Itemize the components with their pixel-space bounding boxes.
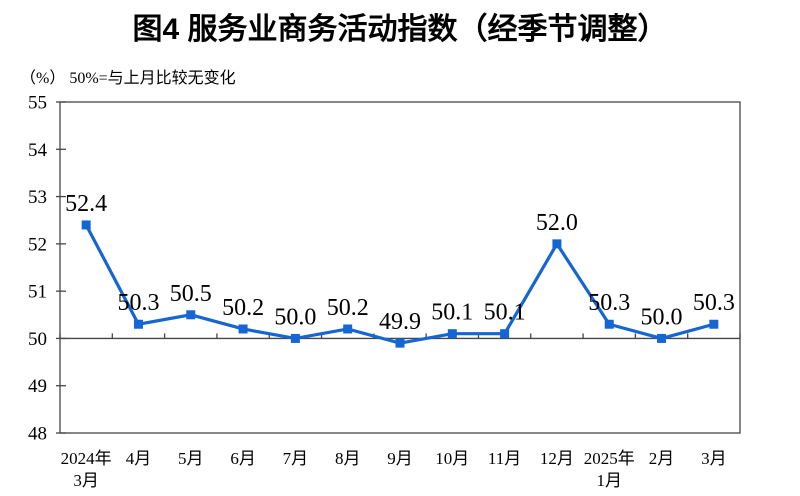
data-point-marker bbox=[604, 319, 614, 329]
data-point-label: 50.2 bbox=[222, 295, 264, 321]
x-axis-label: 1月 bbox=[596, 471, 622, 490]
data-point-marker bbox=[343, 324, 353, 334]
y-axis-label: 50 bbox=[28, 329, 47, 350]
x-axis-label: 2月 bbox=[649, 449, 675, 468]
data-point-marker bbox=[709, 319, 719, 329]
data-point-marker bbox=[552, 239, 562, 249]
data-point-marker bbox=[500, 329, 510, 339]
x-axis-label: 12月 bbox=[540, 449, 574, 468]
data-point-label: 50.1 bbox=[484, 300, 526, 326]
data-point-label: 50.3 bbox=[588, 290, 630, 316]
data-point-label: 50.3 bbox=[693, 290, 735, 316]
x-axis-label: 11月 bbox=[488, 449, 521, 468]
x-axis-label: 8月 bbox=[335, 449, 361, 468]
y-axis-label: 48 bbox=[28, 424, 47, 445]
data-point-label: 49.9 bbox=[379, 309, 421, 335]
data-point-marker bbox=[133, 319, 143, 329]
data-point-marker bbox=[657, 333, 667, 343]
chart-title: 图4 服务业商务活动指数（经季节调整） bbox=[132, 13, 668, 46]
data-point-label: 52.4 bbox=[65, 191, 107, 217]
data-point-marker bbox=[238, 324, 248, 334]
data-point-label: 50.3 bbox=[117, 290, 159, 316]
data-point-label: 50.0 bbox=[274, 304, 316, 330]
y-axis-label: 54 bbox=[28, 140, 48, 161]
x-axis-label: 5月 bbox=[178, 449, 204, 468]
data-point-marker bbox=[447, 329, 457, 339]
x-axis-label: 3月 bbox=[73, 471, 99, 490]
x-axis-label: 6月 bbox=[230, 449, 256, 468]
data-point-marker bbox=[81, 220, 91, 230]
data-point-marker bbox=[290, 333, 300, 343]
x-axis-label: 3月 bbox=[701, 449, 727, 468]
y-axis-label: 52 bbox=[28, 234, 47, 255]
y-axis-label: 55 bbox=[28, 93, 47, 114]
x-axis-label: 9月 bbox=[387, 449, 413, 468]
data-point-label: 50.0 bbox=[641, 304, 683, 330]
data-point-label: 50.1 bbox=[431, 300, 473, 326]
data-point-label: 50.5 bbox=[170, 281, 212, 307]
data-point-marker bbox=[186, 310, 196, 320]
data-point-label: 52.0 bbox=[536, 210, 578, 236]
y-axis-label: 53 bbox=[28, 187, 47, 208]
y-axis-label: 51 bbox=[28, 282, 47, 303]
x-axis-label: 10月 bbox=[435, 449, 469, 468]
x-axis-label: 4月 bbox=[126, 449, 152, 468]
x-axis-label: 2024年 bbox=[61, 449, 112, 468]
y-axis-label: 49 bbox=[28, 376, 47, 397]
plot-border bbox=[59, 101, 741, 434]
data-point-marker bbox=[395, 338, 405, 348]
x-axis-label: 7月 bbox=[283, 449, 309, 468]
data-point-label: 50.2 bbox=[327, 295, 369, 321]
x-axis-label: 2025年 bbox=[584, 449, 635, 468]
unit-note: （%） 50%=与上月比较无变化 bbox=[20, 70, 236, 87]
